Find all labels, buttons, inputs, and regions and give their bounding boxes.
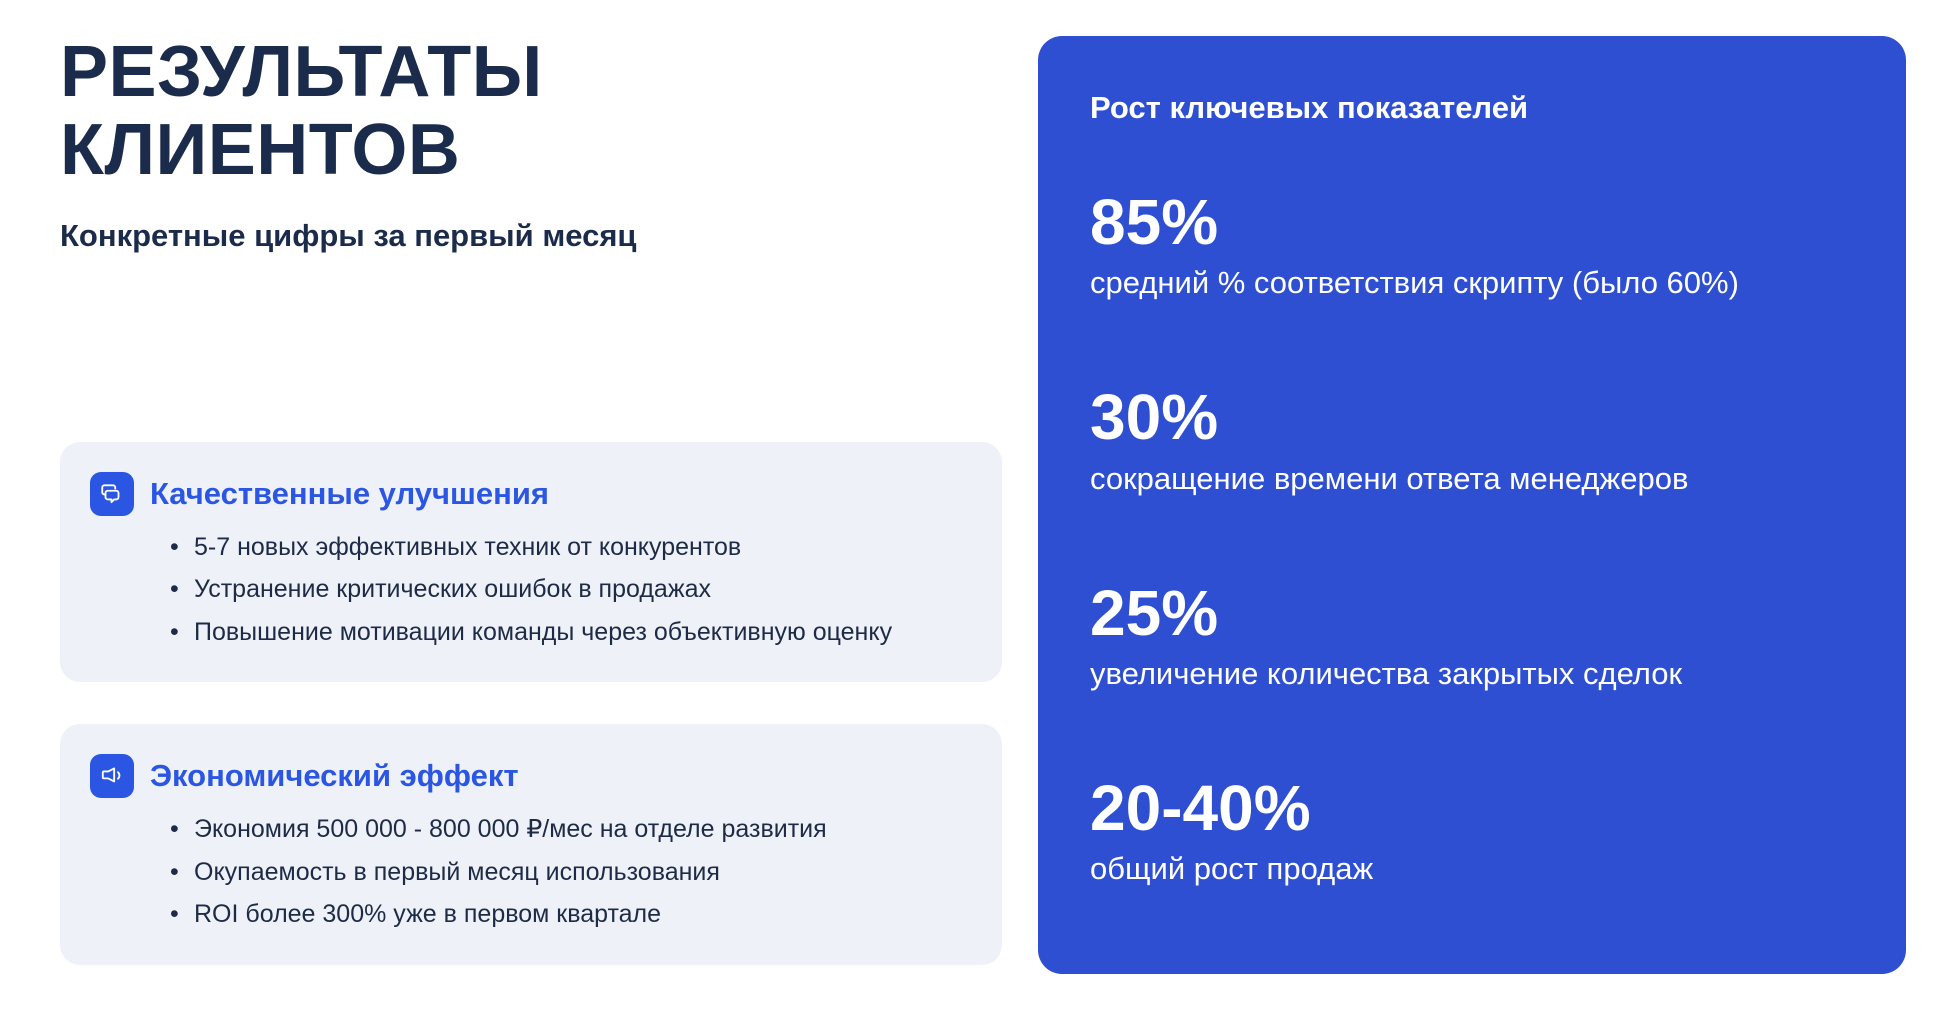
stat-closed-deals: 25% увеличение количества закрытых сдело… (1090, 576, 1854, 692)
stats-panel-title: Рост ключевых показателей (1090, 90, 1529, 125)
megaphone-icon (90, 754, 134, 798)
page-subtitle: Конкретные цифры за первый месяц (60, 217, 637, 253)
card-title: Экономический эффект (150, 758, 519, 793)
stat-value: 85% (1090, 186, 1219, 258)
card-title: Качественные улучшения (150, 475, 549, 511)
page-title-line-1: РЕЗУЛЬТАТЫ (60, 32, 543, 112)
list-item: Экономия 500 000 - 800 000 ₽/мес на отде… (168, 812, 966, 848)
list-item: Повышение мотивации команды через объект… (168, 615, 966, 651)
stat-value: 30% (1090, 381, 1219, 454)
card-economic-effect: Экономический эффект Экономия 500 000 - … (60, 724, 1002, 965)
page-title: РЕЗУЛЬТАТЫ КЛИЕНТОВ (60, 32, 1002, 190)
chat-bubbles-icon (90, 471, 134, 516)
left-column: РЕЗУЛЬТАТЫ КЛИЕНТОВ Конкретные цифры за … (60, 32, 1002, 965)
stat-label: общий рост продаж (1090, 851, 1374, 887)
list-item: Окупаемость в первый месяц использования (168, 855, 966, 891)
list-item: ROI более 300% уже в первом квартале (168, 897, 966, 933)
list-item: 5-7 новых эффективных техник от конкурен… (168, 530, 966, 566)
stat-script-compliance: 85% средний % соответствия скрипту (было… (1090, 186, 1854, 301)
card-header: Качественные улучшения (90, 471, 966, 516)
card-quality-improvements: Качественные улучшения 5-7 новых эффекти… (60, 441, 1002, 682)
cards-container: Качественные улучшения 5-7 новых эффекти… (60, 441, 1002, 965)
stat-response-time: 30% сокращение времени ответа менеджеров (1090, 381, 1854, 496)
stat-label: средний % соответствия скрипту (было 60%… (1090, 265, 1739, 301)
stat-value: 25% (1090, 576, 1219, 649)
stat-value: 20-40% (1090, 771, 1311, 844)
card-header: Экономический эффект (90, 754, 966, 798)
page-title-line-2: КЛИЕНТОВ (60, 109, 461, 190)
stat-sales-growth: 20-40% общий рост продаж (1090, 771, 1854, 887)
bullet-list: 5-7 новых эффективных техник от конкурен… (90, 530, 966, 651)
list-item: Устранение критических ошибок в продажах (168, 572, 966, 608)
bullet-list: Экономия 500 000 - 800 000 ₽/мес на отде… (90, 812, 966, 933)
stat-label: сокращение времени ответа менеджеров (1090, 460, 1689, 496)
stats-list: 85% средний % соответствия скрипту (было… (1090, 186, 1854, 887)
stat-label: увеличение количества закрытых сделок (1090, 655, 1683, 691)
stats-panel: Рост ключевых показателей 85% средний % … (1038, 36, 1906, 974)
